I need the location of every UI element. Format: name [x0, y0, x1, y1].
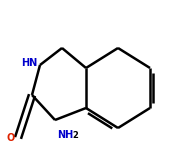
- Text: O: O: [6, 133, 15, 143]
- Text: NH: NH: [58, 130, 74, 140]
- Text: HN: HN: [21, 58, 37, 68]
- Text: 2: 2: [72, 131, 78, 140]
